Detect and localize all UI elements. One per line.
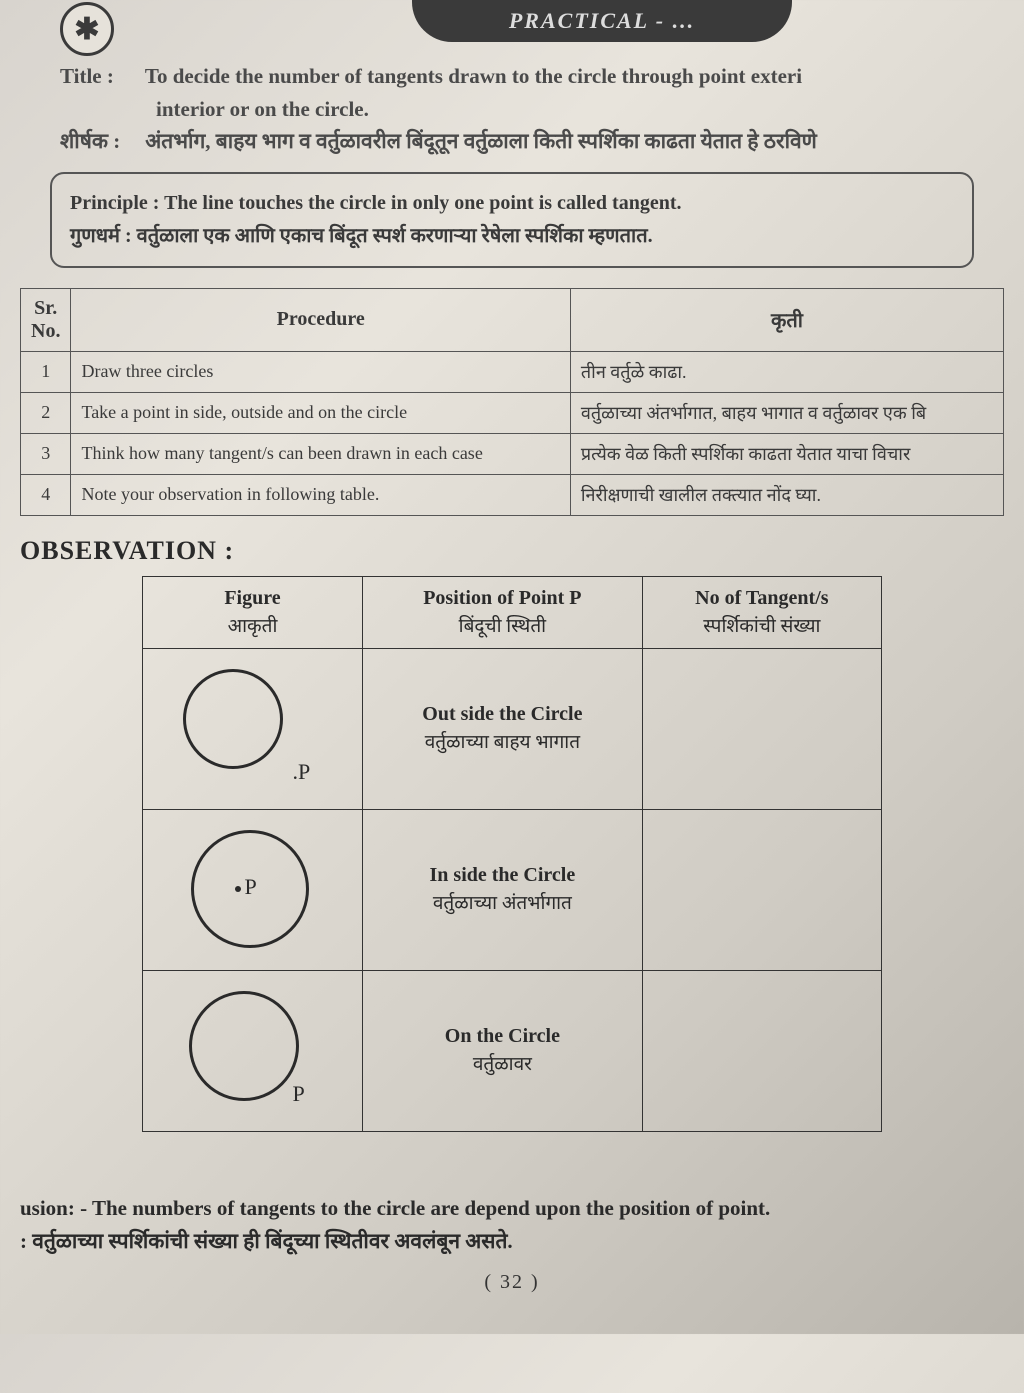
procedure-table: Sr.No. Procedure कृती 1 Draw three circl… (20, 288, 1004, 516)
obs-col-tangents-en: No of Tangent/s (695, 587, 828, 609)
observation-heading: OBSERVATION : (20, 536, 1004, 566)
conclusion-block: usion: - The numbers of tangents to the … (20, 1192, 994, 1259)
cell-en: Take a point in side, outside and on the… (71, 392, 570, 433)
title-text-en-1: To decide the number of tangents drawn t… (145, 64, 802, 88)
figure-on: P (143, 970, 363, 1131)
title-text-mr: अंतर्भाग, बाहय भाग व वर्तुळावरील बिंदूतू… (145, 129, 817, 153)
pos-mr: वर्तुळाच्या अंतर्भागात (375, 889, 630, 915)
table-row: 3 Think how many tangent/s can been draw… (21, 433, 1004, 474)
cell-sr: 3 (21, 433, 71, 474)
tangent-count-outside[interactable] (642, 648, 881, 809)
obs-col-position: Position of Point P बिंदूची स्थिती (363, 576, 643, 648)
cell-mr: तीन वर्तुळे काढा. (570, 351, 1003, 392)
point-p-label: P (245, 874, 257, 900)
pos-en: In side the Circle (430, 864, 576, 886)
position-outside: Out side the Circle वर्तुळाच्या बाहय भाग… (363, 648, 643, 809)
principle-box: Principle : The line touches the circle … (50, 172, 974, 268)
obs-col-tangents-mr: स्पर्शिकांची संख्या (655, 612, 869, 638)
obs-row-outside: .P Out side the Circle वर्तुळाच्या बाहय … (143, 648, 882, 809)
title-label-mr: शीर्षक : (60, 125, 140, 158)
position-inside: In side the Circle वर्तुळाच्या अंतर्भागा… (363, 809, 643, 970)
practical-header: PRACTICAL - ... (412, 0, 792, 42)
title-block: Title : To decide the number of tangents… (60, 60, 994, 158)
principle-text-mr: वर्तुळाला एक आणि एकाच बिंदूत स्पर्श करणा… (137, 225, 653, 247)
obs-col-figure-mr: आकृती (155, 612, 350, 638)
obs-col-tangents: No of Tangent/s स्पर्शिकांची संख्या (642, 576, 881, 648)
obs-col-figure-en: Figure (224, 587, 280, 609)
cell-mr: वर्तुळाच्या अंतर्भागात, बाहय भागात व वर्… (570, 392, 1003, 433)
figure-outside: .P (143, 648, 363, 809)
cell-sr: 2 (21, 392, 71, 433)
cell-sr: 4 (21, 474, 71, 515)
pos-mr: वर्तुळावर (375, 1050, 630, 1076)
pos-mr: वर्तुळाच्या बाहय भागात (375, 728, 630, 754)
table-row: 4 Note your observation in following tab… (21, 474, 1004, 515)
col-kruti: कृती (570, 288, 1003, 351)
table-row: 2 Take a point in side, outside and on t… (21, 392, 1004, 433)
title-label-en: Title : (60, 60, 140, 93)
principle-label-mr: गुणधर्म : (70, 225, 132, 247)
table-row: 1 Draw three circles तीन वर्तुळे काढा. (21, 351, 1004, 392)
pos-en: On the Circle (445, 1025, 560, 1047)
observation-table: Figure आकृती Position of Point P बिंदूची… (142, 576, 882, 1132)
cell-mr: प्रत्येक वेळ किती स्पर्शिका काढता येतात … (570, 433, 1003, 474)
conclusion-mr: : वर्तुळाच्या स्पर्शिकांची संख्या ही बिं… (20, 1225, 994, 1259)
obs-col-position-en: Position of Point P (423, 587, 581, 609)
position-on: On the Circle वर्तुळावर (363, 970, 643, 1131)
principle-label-en: Principle : (70, 192, 159, 214)
obs-row-on: P On the Circle वर्तुळावर (143, 970, 882, 1131)
conclusion-label: usion: - (20, 1196, 87, 1220)
obs-col-position-mr: बिंदूची स्थिती (375, 612, 630, 638)
obs-row-inside: P In side the Circle वर्तुळाच्या अंतर्भा… (143, 809, 882, 970)
star-badge: ✱ (60, 2, 114, 56)
pos-en: Out side the Circle (422, 703, 582, 725)
figure-inside: P (143, 809, 363, 970)
title-text-en-2: interior or on the circle. (156, 93, 994, 126)
cell-en: Draw three circles (71, 351, 570, 392)
col-procedure: Procedure (71, 288, 570, 351)
obs-col-figure: Figure आकृती (143, 576, 363, 648)
point-p-label: P (293, 1081, 305, 1107)
conclusion-en: The numbers of tangents to the circle ar… (92, 1196, 770, 1220)
cell-mr: निरीक्षणाची खालील तक्त्यात नोंद घ्या. (570, 474, 1003, 515)
point-p-label: .P (293, 759, 311, 785)
cell-en: Think how many tangent/s can been drawn … (71, 433, 570, 474)
principle-text-en: The line touches the circle in only one … (164, 192, 681, 214)
page-number: ( 32 ) (20, 1271, 1004, 1294)
tangent-count-inside[interactable] (642, 809, 881, 970)
tangent-count-on[interactable] (642, 970, 881, 1131)
col-sr: Sr.No. (21, 288, 71, 351)
cell-sr: 1 (21, 351, 71, 392)
cell-en: Note your observation in following table… (71, 474, 570, 515)
